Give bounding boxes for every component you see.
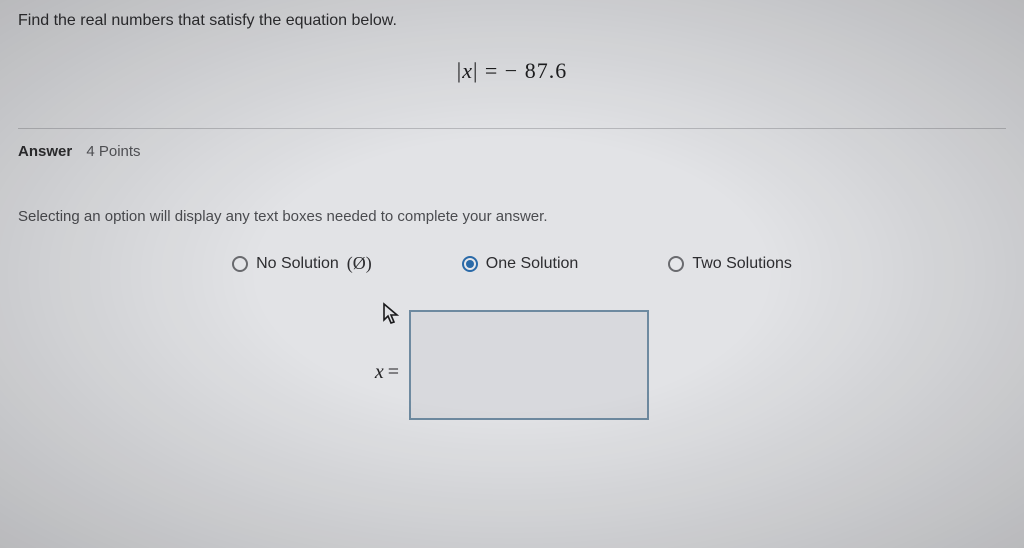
answer-header: Answer 4 Points — [18, 143, 1006, 160]
equals-sign: = — [388, 361, 399, 383]
answer-input[interactable] — [409, 310, 649, 420]
answer-points: 4 Points — [86, 143, 140, 160]
cursor-icon — [382, 302, 402, 332]
answer-label: Answer — [18, 143, 72, 160]
x-equals-label: x= — [375, 361, 399, 384]
radio-no-solution[interactable] — [232, 256, 248, 272]
section-divider — [18, 128, 1006, 129]
null-set-icon: (Ø) — [347, 253, 372, 274]
option-two-solutions-label: Two Solutions — [692, 255, 792, 273]
radio-one-solution[interactable] — [462, 256, 478, 272]
options-row: No Solution (Ø) One Solution Two Solutio… — [18, 253, 1006, 274]
answer-input-area: x= — [18, 310, 1006, 420]
option-two-solutions[interactable]: Two Solutions — [668, 255, 792, 273]
input-variable: x — [375, 361, 384, 383]
question-prompt: Find the real numbers that satisfy the e… — [18, 12, 1006, 30]
equation-display: |x| = − 87.6 — [18, 58, 1006, 84]
equation-operator: = — [478, 58, 504, 83]
radio-two-solutions[interactable] — [668, 256, 684, 272]
option-no-solution-label: No Solution — [256, 255, 339, 273]
selection-hint: Selecting an option will display any tex… — [18, 208, 1006, 225]
equation-variable: x — [462, 58, 473, 83]
option-one-solution[interactable]: One Solution — [462, 255, 579, 273]
option-no-solution[interactable]: No Solution (Ø) — [232, 253, 372, 274]
equation-rhs: − 87.6 — [505, 58, 567, 83]
option-one-solution-label: One Solution — [486, 255, 579, 273]
